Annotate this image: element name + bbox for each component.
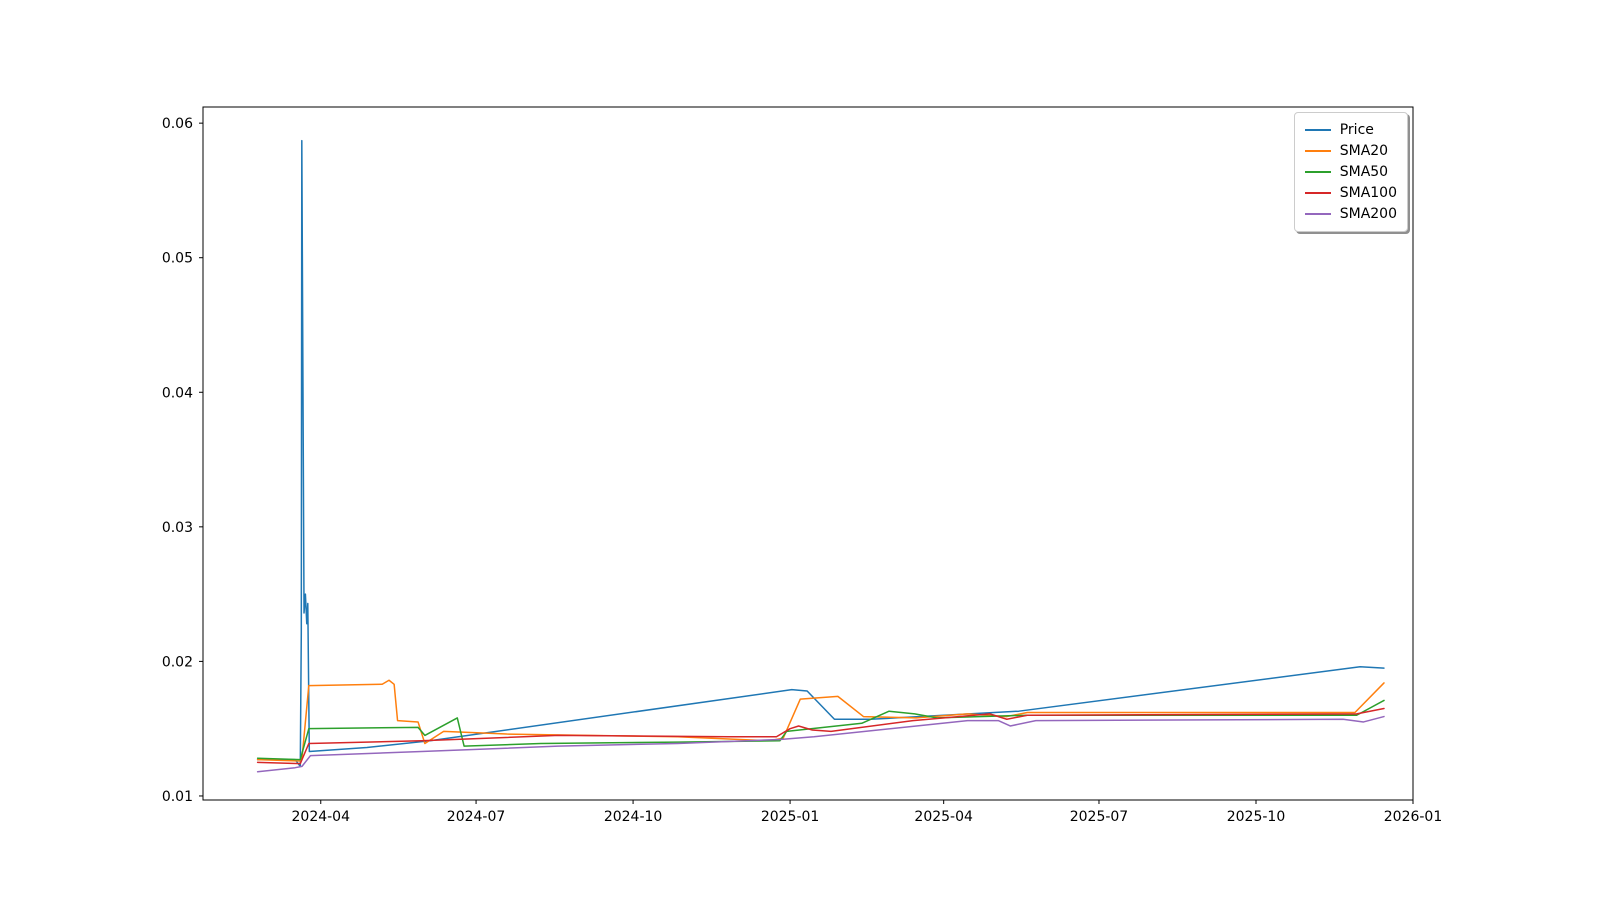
legend-item-sma20: SMA20	[1304, 141, 1397, 161]
legend-swatch-sma20	[1304, 150, 1331, 152]
legend-label: SMA200	[1339, 206, 1397, 222]
x-tick-label: 2025-10	[1227, 809, 1286, 825]
legend-swatch-sma100	[1304, 192, 1331, 194]
axes-frame	[202, 106, 1414, 801]
x-tick-label: 2024-10	[604, 809, 663, 825]
series-line-sma100	[256, 707, 1385, 765]
legend-label: SMA20	[1339, 143, 1389, 159]
legend-item-sma200: SMA200	[1304, 204, 1397, 224]
x-tick-label: 2025-04	[914, 809, 973, 825]
x-tick-label: 2025-07	[1070, 809, 1129, 825]
y-tick-label: 0.04	[162, 385, 193, 401]
x-tick-label: 2026-01	[1384, 809, 1443, 825]
legend-item-sma50: SMA50	[1304, 162, 1397, 182]
y-tick-label: 0.03	[162, 520, 193, 536]
x-tick-label: 2024-04	[292, 809, 351, 825]
y-tick-label: 0.06	[162, 116, 193, 132]
legend-item-price: Price	[1304, 120, 1397, 140]
legend-label: Price	[1339, 122, 1374, 138]
legend-swatch-sma200	[1304, 213, 1331, 215]
legend-label: SMA50	[1339, 164, 1389, 180]
x-tick-label: 2025-01	[761, 809, 820, 825]
legend-swatch-price	[1304, 129, 1331, 131]
legend: Price SMA20 SMA50 SMA100 SMA200	[1293, 112, 1408, 232]
legend-label: SMA100	[1339, 185, 1397, 201]
legend-item-sma100: SMA100	[1304, 183, 1397, 203]
x-tick-label: 2024-07	[447, 809, 506, 825]
y-tick-label: 0.02	[162, 654, 193, 670]
y-tick-label: 0.05	[162, 251, 193, 267]
legend-swatch-sma50	[1304, 171, 1331, 173]
series-line-sma200	[256, 715, 1385, 773]
y-tick-label: 0.01	[162, 789, 193, 805]
